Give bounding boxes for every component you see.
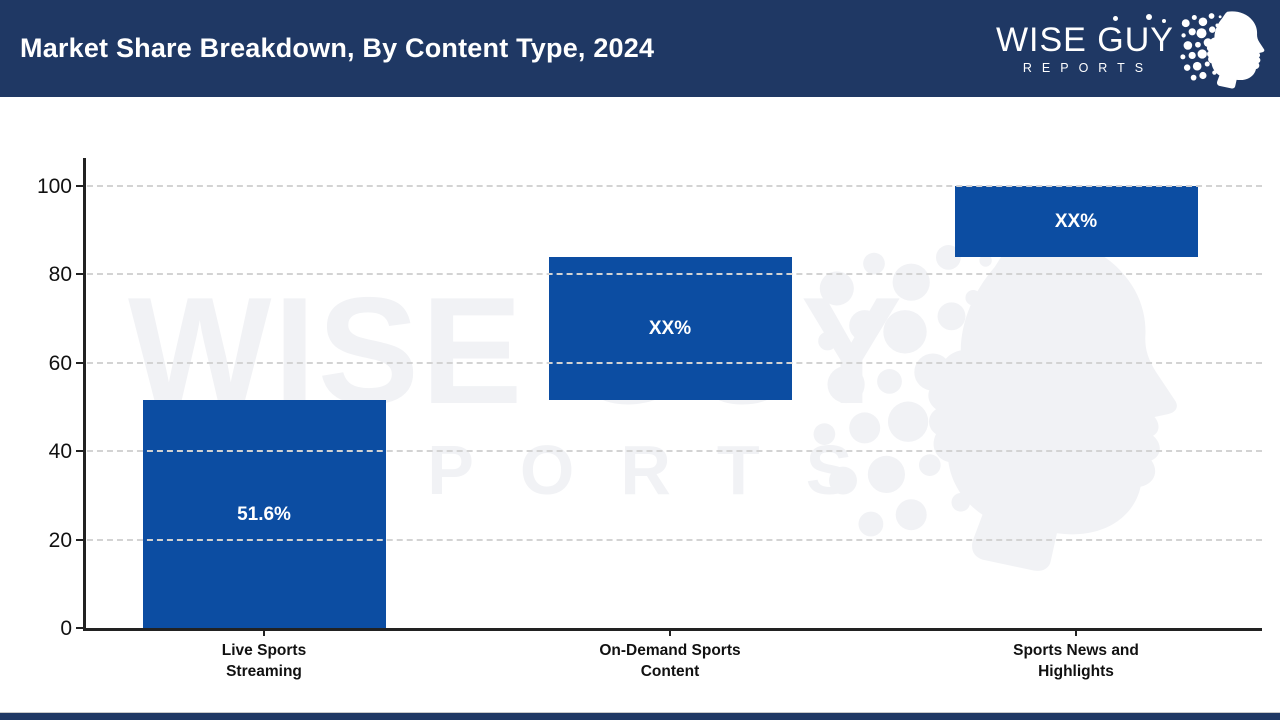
- gridline: [87, 273, 1262, 276]
- y-tick-label: 60: [48, 351, 72, 375]
- gridline: [87, 450, 1262, 453]
- bar-1: [142, 399, 386, 628]
- logo-dot-icon: [1162, 18, 1166, 23]
- wiseguy-face-icon: [1180, 9, 1266, 89]
- brand-subname: REPORTS: [1022, 60, 1154, 75]
- y-tick: [76, 627, 84, 629]
- y-tick: [76, 450, 84, 453]
- gridline: [87, 185, 1262, 187]
- y-tick-label: 40: [48, 440, 72, 464]
- y-axis: [83, 158, 86, 630]
- logo-dot-icon: [1146, 13, 1152, 20]
- category-label: Sports News and Highlights: [1013, 642, 1139, 680]
- header-bar: Market Share Breakdown, By Content Type,…: [0, 0, 1280, 97]
- gridline: [87, 538, 1262, 541]
- chart-area: WISE GUY REPORTS 51.6% XX% XX% 0 20 40 60 80 100…: [0, 97, 1280, 713]
- page-title: Market Share Breakdown, By Content Type,…: [20, 33, 655, 63]
- x-tick: [263, 628, 265, 636]
- gridline: [87, 361, 1262, 364]
- bar-value-label: XX%: [648, 318, 692, 340]
- brand-name: WISE GUY: [995, 20, 1174, 59]
- y-tick-label: 80: [48, 263, 72, 287]
- x-tick: [1075, 628, 1077, 636]
- category-label: On-Demand Sports Content: [599, 642, 741, 680]
- y-tick: [76, 273, 84, 276]
- y-tick-label: 100: [36, 175, 72, 198]
- y-tick: [76, 361, 84, 364]
- footer-bar: [0, 712, 1280, 720]
- watermark-face-icon: [812, 225, 1184, 575]
- bar-2: [548, 256, 792, 400]
- logo-dot-icon: [1113, 15, 1118, 21]
- category-label: Live Sports Streaming: [221, 642, 307, 680]
- bar-value-label: 51.6%: [237, 503, 291, 525]
- x-tick: [669, 628, 671, 636]
- y-tick: [76, 185, 84, 187]
- bar-3: [954, 186, 1198, 257]
- brand-logo: WISE GUY REPORTS: [996, 9, 1266, 89]
- x-axis: [83, 628, 1262, 631]
- bar-value-label: XX%: [1054, 211, 1098, 233]
- y-tick-label: 20: [48, 528, 72, 552]
- brand-logo-text: WISE GUY REPORTS: [995, 13, 1174, 75]
- y-tick-label: 0: [60, 617, 72, 640]
- y-tick: [76, 538, 84, 541]
